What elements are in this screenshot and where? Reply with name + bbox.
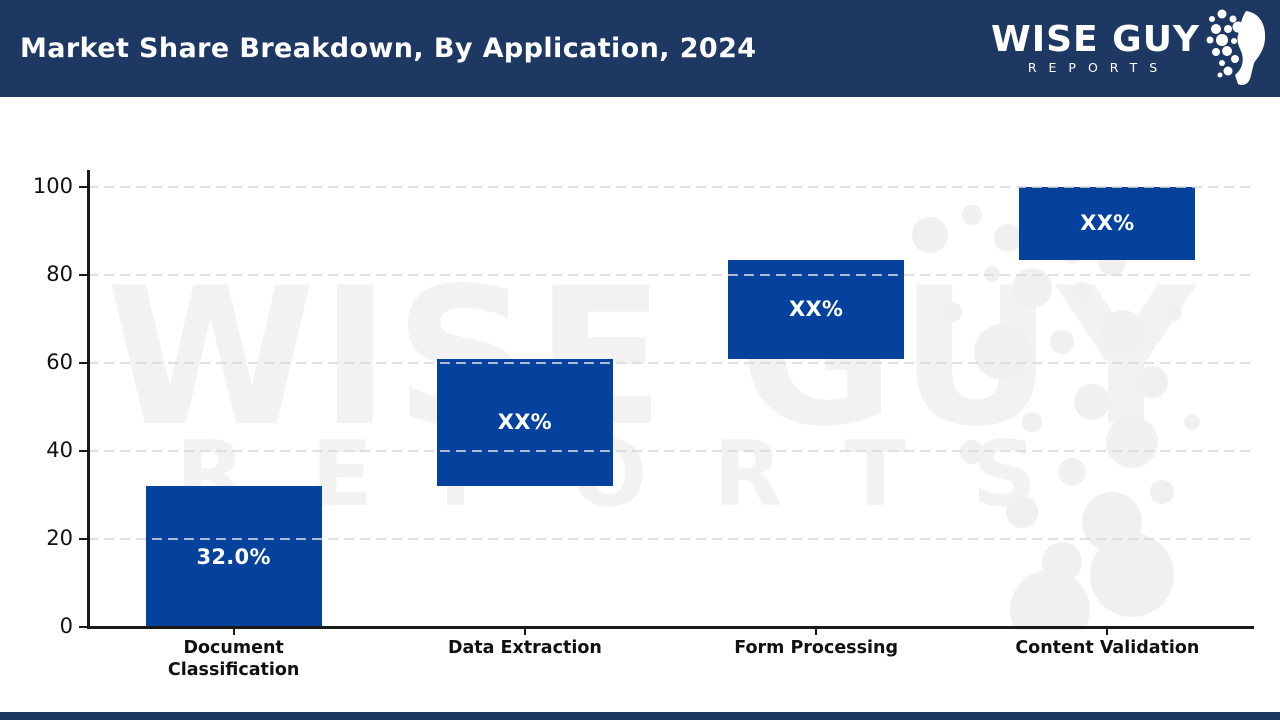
x-category-label: Data Extraction	[447, 638, 602, 658]
x-category-label: Document Classification	[167, 638, 300, 680]
bar-segment: 32.0%	[145, 486, 322, 627]
gridline-40	[88, 450, 1253, 452]
y-axis-tick-40	[79, 450, 88, 452]
y-axis-tick-label-20: 20	[46, 526, 73, 550]
y-axis-tick-80	[79, 274, 88, 276]
y-axis-tick-label-40: 40	[46, 438, 73, 462]
bar-value-label: XX%	[497, 410, 553, 435]
header-band: Market Share Breakdown, By Application, …	[0, 0, 1280, 97]
y-axis-tick-100	[79, 186, 88, 188]
gridline-20	[88, 538, 1253, 540]
y-axis-tick-0	[79, 626, 88, 628]
gridline-100	[88, 186, 1253, 188]
x-axis-line	[87, 626, 1254, 629]
gridline-60	[88, 362, 1253, 364]
x-category-label: Content Validation	[1015, 638, 1200, 658]
y-axis-tick-label-100: 100	[32, 174, 73, 198]
logo-reports-label: REPORTS	[1027, 59, 1170, 75]
x-axis-tick	[232, 627, 235, 635]
footer-band	[0, 712, 1280, 720]
y-axis-tick-label-80: 80	[46, 262, 73, 286]
x-category-label: Form Processing	[734, 638, 898, 658]
bar-value-label: XX%	[1080, 211, 1135, 236]
bar-segment: XX%	[728, 259, 905, 359]
bar-value-label: XX%	[788, 297, 844, 322]
y-axis-tick-20	[79, 538, 88, 540]
bar-value-label: 32.0%	[196, 544, 271, 569]
y-axis-line	[87, 170, 90, 629]
logo-text: WISE GUY REPORTS	[991, 21, 1200, 75]
bar-segment: XX%	[436, 358, 613, 487]
y-axis-tick-label-0: 0	[59, 614, 73, 638]
bar-segment: XX%	[1019, 187, 1196, 260]
logo-dotted-face-icon	[1206, 9, 1266, 85]
y-axis-tick-60	[79, 362, 88, 364]
wise-guy-reports-logo: WISE GUY REPORTS	[991, 7, 1268, 89]
y-axis-tick-label-60: 60	[46, 350, 73, 374]
x-axis-tick	[523, 627, 526, 635]
gridline-80	[88, 274, 1253, 276]
x-axis-tick	[1106, 627, 1109, 635]
page-title: Market Share Breakdown, By Application, …	[20, 33, 757, 64]
x-axis-tick	[815, 627, 818, 635]
logo-wiseguy-label: WISE GUY	[990, 19, 1200, 61]
